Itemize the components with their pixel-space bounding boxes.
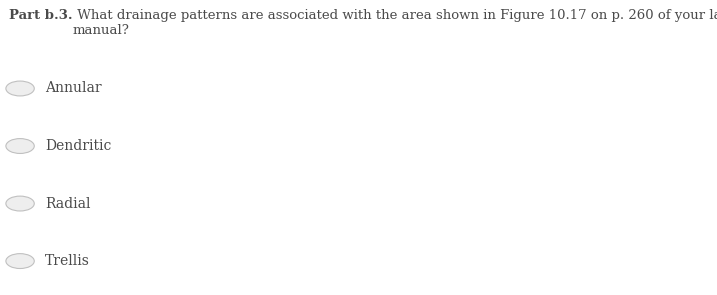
Text: Dendritic: Dendritic xyxy=(45,139,112,153)
Text: Trellis: Trellis xyxy=(45,254,90,268)
Ellipse shape xyxy=(6,196,34,211)
Text: Radial: Radial xyxy=(45,196,90,211)
Text: Part b.3.: Part b.3. xyxy=(9,9,73,22)
Ellipse shape xyxy=(6,139,34,153)
Text: What drainage patterns are associated with the area shown in Figure 10.17 on p. : What drainage patterns are associated wi… xyxy=(73,9,717,37)
Ellipse shape xyxy=(6,254,34,268)
Text: Annular: Annular xyxy=(45,81,102,96)
Ellipse shape xyxy=(6,81,34,96)
